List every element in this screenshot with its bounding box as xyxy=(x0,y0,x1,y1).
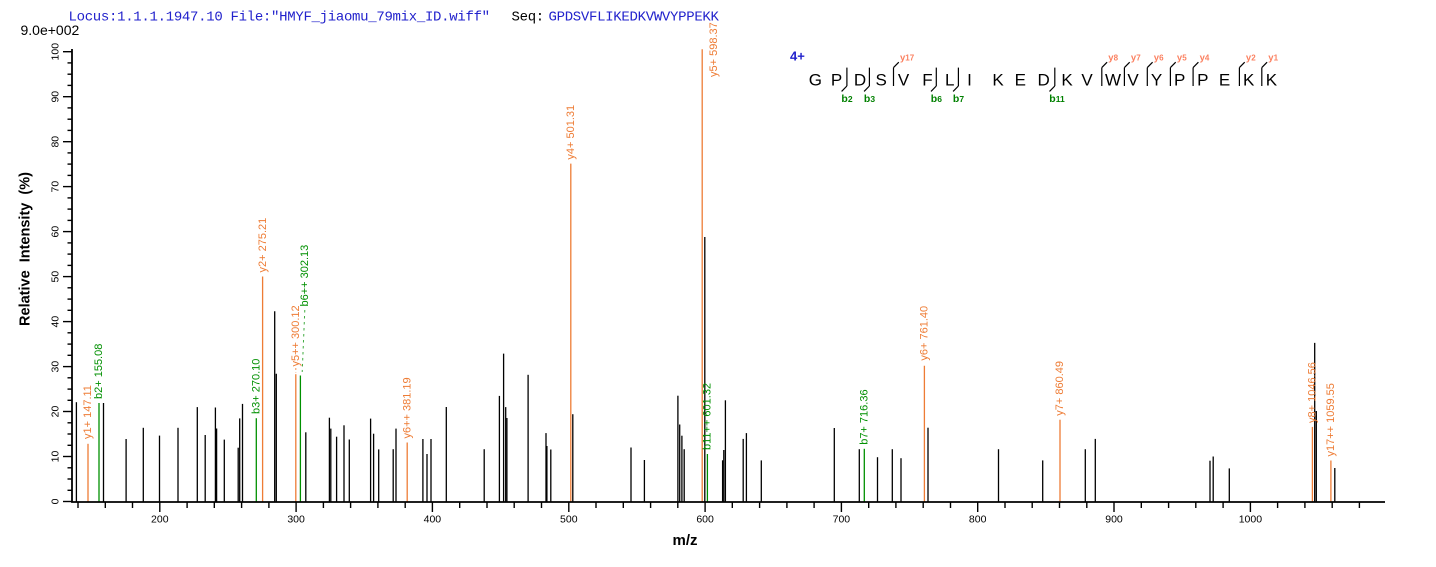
svg-text:K: K xyxy=(1243,70,1255,89)
svg-text:60: 60 xyxy=(50,226,62,238)
svg-text:b2: b2 xyxy=(841,93,852,105)
svg-text:Locus:1.1.1.1947.10 File:"HMYF: Locus:1.1.1.1947.10 File:"HMYF_jiaomu_79… xyxy=(69,10,490,26)
svg-text:y2+ 275.21: y2+ 275.21 xyxy=(257,218,269,273)
svg-text:0: 0 xyxy=(50,498,62,504)
svg-text:y4: y4 xyxy=(1200,53,1210,64)
svg-text:Y: Y xyxy=(1151,70,1162,89)
svg-text:P: P xyxy=(831,70,842,89)
svg-text:y7: y7 xyxy=(1131,53,1141,64)
svg-text:200: 200 xyxy=(151,514,169,526)
svg-text:V: V xyxy=(1081,70,1093,89)
svg-text:GPDSVFLIKEDKVWVYPPEKK: GPDSVFLIKEDKVWVYPPEKK xyxy=(549,10,720,26)
svg-text:30: 30 xyxy=(50,361,62,373)
svg-text:y7+ 860.49: y7+ 860.49 xyxy=(1054,361,1066,416)
svg-text:90: 90 xyxy=(50,91,62,103)
svg-text:L: L xyxy=(945,70,954,89)
svg-text:b11++ 601.32: b11++ 601.32 xyxy=(702,383,714,450)
svg-text:40: 40 xyxy=(50,316,62,328)
svg-text:D: D xyxy=(854,70,866,89)
svg-text:b7+ 716.36: b7+ 716.36 xyxy=(859,389,871,444)
svg-text:10: 10 xyxy=(50,451,62,463)
svg-text:E: E xyxy=(1219,70,1230,89)
svg-text:y1+ 147.11: y1+ 147.11 xyxy=(82,385,94,439)
svg-text:4+: 4+ xyxy=(790,49,805,64)
svg-text:D: D xyxy=(1038,70,1050,89)
svg-text:y6+ 761.40: y6+ 761.40 xyxy=(919,306,931,361)
svg-text:70: 70 xyxy=(50,181,62,193)
svg-text:1000: 1000 xyxy=(1239,514,1263,526)
svg-text:Seq:: Seq: xyxy=(512,10,544,26)
svg-text:b3: b3 xyxy=(864,93,875,105)
svg-text:y2: y2 xyxy=(1246,53,1256,64)
svg-text:y17++ 1059.55: y17++ 1059.55 xyxy=(1325,383,1337,456)
svg-text:K: K xyxy=(1061,70,1073,89)
svg-text:b2+ 155.08: b2+ 155.08 xyxy=(93,344,105,399)
svg-text:y8+ 1046.56: y8+ 1046.56 xyxy=(1307,362,1319,423)
svg-text:G: G xyxy=(809,70,822,89)
svg-text:y17: y17 xyxy=(900,53,915,64)
svg-text:m/z: m/z xyxy=(672,532,697,549)
svg-text:9.0e+002: 9.0e+002 xyxy=(21,22,80,38)
svg-text:E: E xyxy=(1015,70,1026,89)
svg-text:y5: y5 xyxy=(1177,53,1187,64)
svg-text:y1: y1 xyxy=(1268,53,1278,64)
svg-text:K: K xyxy=(1266,70,1278,89)
svg-text:b11: b11 xyxy=(1049,93,1065,105)
svg-text:y6++ 381.19: y6++ 381.19 xyxy=(401,377,413,438)
svg-text:Relative Intensity (%): Relative Intensity (%) xyxy=(18,172,34,326)
svg-text:I: I xyxy=(967,70,972,89)
svg-text:20: 20 xyxy=(50,406,62,418)
svg-text:900: 900 xyxy=(1105,514,1123,526)
svg-text:b7: b7 xyxy=(953,93,964,105)
svg-text:V: V xyxy=(1127,70,1139,89)
svg-text:50: 50 xyxy=(50,271,62,283)
svg-text:y6: y6 xyxy=(1154,53,1164,64)
svg-text:F: F xyxy=(922,70,932,89)
svg-text:P: P xyxy=(1174,70,1185,89)
svg-text:300: 300 xyxy=(287,514,305,526)
svg-text:80: 80 xyxy=(50,136,62,148)
svg-text:y5++ 300.12: y5++ 300.12 xyxy=(290,305,302,366)
svg-text:100: 100 xyxy=(50,43,62,61)
svg-text:600: 600 xyxy=(696,514,714,526)
svg-text:y5+ 598.37: y5+ 598.37 xyxy=(708,22,720,77)
svg-text:b6: b6 xyxy=(931,93,942,105)
svg-text:V: V xyxy=(898,70,910,89)
svg-text:b3+ 270.10: b3+ 270.10 xyxy=(251,359,263,414)
svg-text:b6++ 302.13: b6++ 302.13 xyxy=(299,245,311,307)
svg-text:K: K xyxy=(992,70,1004,89)
svg-text:800: 800 xyxy=(969,514,987,526)
svg-text:400: 400 xyxy=(424,514,442,526)
svg-text:W: W xyxy=(1105,70,1121,89)
svg-text:y8: y8 xyxy=(1108,53,1118,64)
svg-text:500: 500 xyxy=(560,514,578,526)
svg-text:y4+ 501.31: y4+ 501.31 xyxy=(565,105,577,160)
svg-text:S: S xyxy=(876,70,887,89)
svg-text:700: 700 xyxy=(833,514,851,526)
svg-text:P: P xyxy=(1197,70,1208,89)
